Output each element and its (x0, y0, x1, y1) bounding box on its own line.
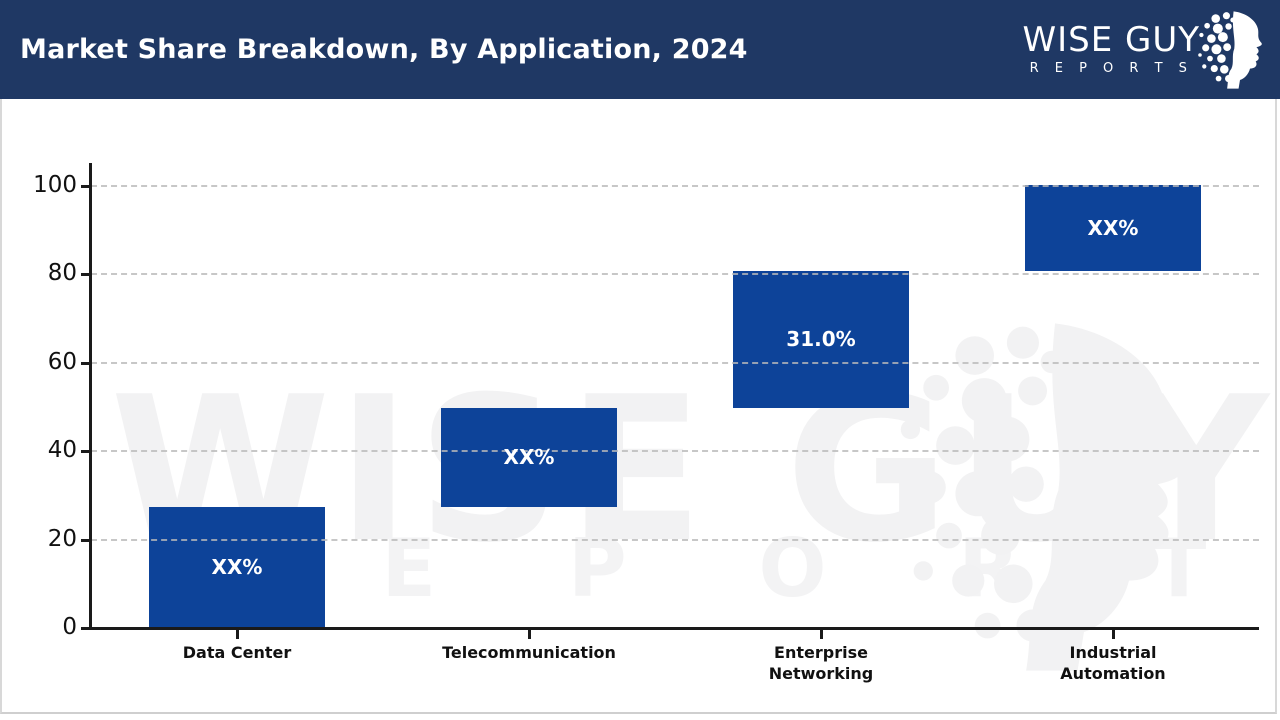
x-axis-spine (89, 627, 1259, 630)
y-axis-spine (89, 162, 92, 630)
gridline (91, 273, 1259, 276)
watermark-head-icon (895, 323, 1183, 671)
y-axis-tick (81, 627, 89, 630)
y-axis-label: 80 (47, 260, 77, 287)
bar (733, 270, 909, 408)
y-axis-label: 40 (47, 437, 77, 464)
bar-value-label: XX% (1087, 215, 1139, 240)
logo-text: WISE GUY R E P O R T S (1022, 23, 1200, 76)
x-axis-tick (819, 630, 823, 639)
bar-value-label: XX% (211, 554, 263, 579)
x-axis-label: Data Center (182, 643, 292, 662)
page-title: Market Share Breakdown, By Application, … (20, 34, 748, 65)
y-axis-label: 60 (47, 348, 77, 375)
chart-area: WISE GUY R E P O R T S 020406080100XX%Da… (0, 99, 1277, 714)
logo-subtitle: R E P O R T S (1029, 61, 1193, 76)
bar-value-label: XX% (503, 445, 555, 470)
header-bar: Market Share Breakdown, By Application, … (0, 0, 1280, 99)
x-axis-label: Telecommunication (442, 643, 616, 662)
x-axis-label: Enterprise Networking (768, 643, 874, 683)
y-axis-label: 20 (47, 525, 77, 552)
y-axis-tick (81, 450, 89, 454)
logo-wordmark: WISE GUY (1022, 20, 1200, 60)
gridline (91, 185, 1259, 187)
x-axis-tick (527, 630, 531, 639)
gridline (91, 538, 1259, 541)
bar (149, 506, 325, 627)
x-axis-tick (1111, 630, 1115, 639)
gridline (91, 361, 1259, 364)
bar-value-label: 31.0% (786, 327, 856, 352)
wise-guy-logo: WISE GUY R E P O R T S (1022, 10, 1280, 90)
y-axis-tick (81, 273, 89, 277)
x-axis-label: Industrial Automation (1060, 643, 1166, 683)
y-axis-label: 100 (33, 172, 77, 198)
gridline (91, 450, 1259, 453)
bar (441, 407, 617, 507)
y-axis-tick (81, 538, 89, 542)
x-axis-tick (235, 630, 239, 639)
y-axis-tick (81, 185, 89, 188)
y-axis-label: 0 (62, 614, 77, 640)
bar (1025, 185, 1201, 271)
y-axis-tick (81, 361, 89, 365)
wise-guy-head-logo-icon (1198, 10, 1262, 89)
